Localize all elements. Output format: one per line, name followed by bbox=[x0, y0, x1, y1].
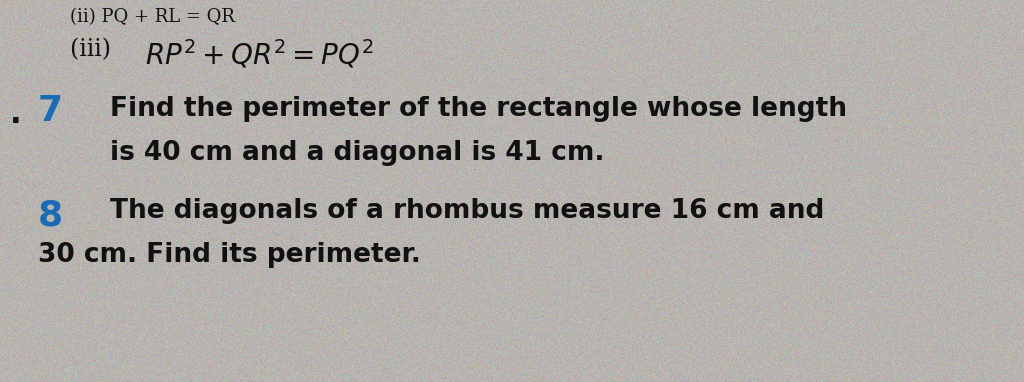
Text: .: . bbox=[10, 100, 22, 129]
Text: Find the perimeter of the rectangle whose length: Find the perimeter of the rectangle whos… bbox=[110, 96, 847, 122]
Text: $RP^2 + QR^2 = PQ^2$: $RP^2 + QR^2 = PQ^2$ bbox=[145, 38, 374, 71]
Text: (ii) PQ + RL = QR: (ii) PQ + RL = QR bbox=[70, 8, 234, 26]
Text: 30 cm. Find its perimeter.: 30 cm. Find its perimeter. bbox=[38, 242, 421, 268]
Text: (iii): (iii) bbox=[70, 38, 119, 61]
Text: The diagonals of a rhombus measure 16 cm and: The diagonals of a rhombus measure 16 cm… bbox=[110, 198, 824, 224]
Text: 8: 8 bbox=[38, 198, 63, 232]
Text: is 40 cm and a diagonal is 41 cm.: is 40 cm and a diagonal is 41 cm. bbox=[110, 140, 604, 166]
Text: 7: 7 bbox=[38, 94, 63, 128]
